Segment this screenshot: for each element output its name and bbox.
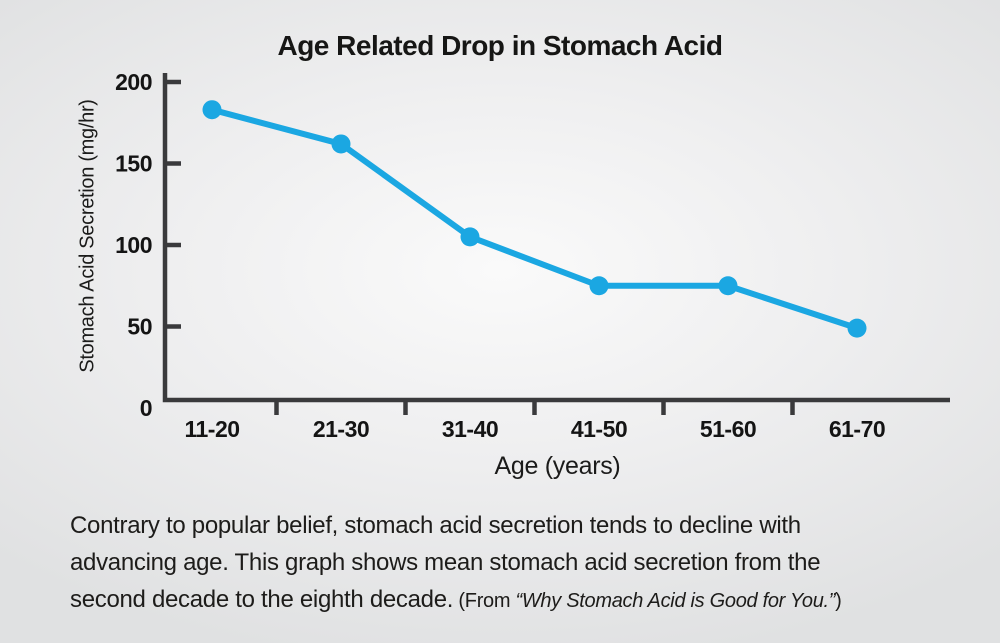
x-tick-label: 11-20 xyxy=(184,416,239,442)
caption-line-3: second decade to the eighth decade. (Fro… xyxy=(70,581,980,620)
x-tick-label: 21-30 xyxy=(313,416,369,442)
y-tick-label: 100 xyxy=(115,232,152,258)
data-point xyxy=(589,276,609,296)
caption-line-2: advancing age. This graph shows mean sto… xyxy=(70,549,821,576)
x-tick-label: 41-50 xyxy=(571,416,627,442)
caption: Contrary to popular belief, stomach acid… xyxy=(70,507,980,620)
citation-suffix: ) xyxy=(835,590,842,612)
citation-prefix: (From xyxy=(453,590,516,612)
data-point xyxy=(847,318,867,338)
x-tick-label: 31-40 xyxy=(442,416,498,442)
y-axis-title: Stomach Acid Secretion (mg/hr) xyxy=(76,99,99,373)
chart-title: Age Related Drop in Stomach Acid xyxy=(277,30,723,61)
data-point xyxy=(460,227,480,247)
chart-canvas: 0 50 100 150 200 11-20 21-30 31-40 41-50 51-60 61-… xyxy=(115,69,950,442)
y-tick-label: 0 xyxy=(140,395,152,421)
data-point xyxy=(331,134,351,154)
y-tick-label: 150 xyxy=(115,151,152,177)
line-series xyxy=(209,106,860,332)
x-tick-label: 51-60 xyxy=(700,416,756,442)
caption-line-3-text: second decade to the eighth decade. xyxy=(70,586,454,613)
axis-lines xyxy=(162,73,950,403)
x-tick-label: 61-70 xyxy=(829,416,885,442)
caption-line-1: Contrary to popular belief, stomach acid… xyxy=(70,512,801,539)
data-point xyxy=(202,100,222,120)
data-point xyxy=(718,276,738,296)
citation-source-title: “Why Stomach Acid is Good for You.” xyxy=(515,590,836,612)
y-tick-label: 200 xyxy=(115,69,152,95)
y-tick-label: 50 xyxy=(127,314,152,340)
x-axis-title: Age (years) xyxy=(494,452,621,480)
chart-area: 0 50 100 150 200 11-20 21-30 31-40 41-50 51-60 61-… xyxy=(76,69,950,480)
